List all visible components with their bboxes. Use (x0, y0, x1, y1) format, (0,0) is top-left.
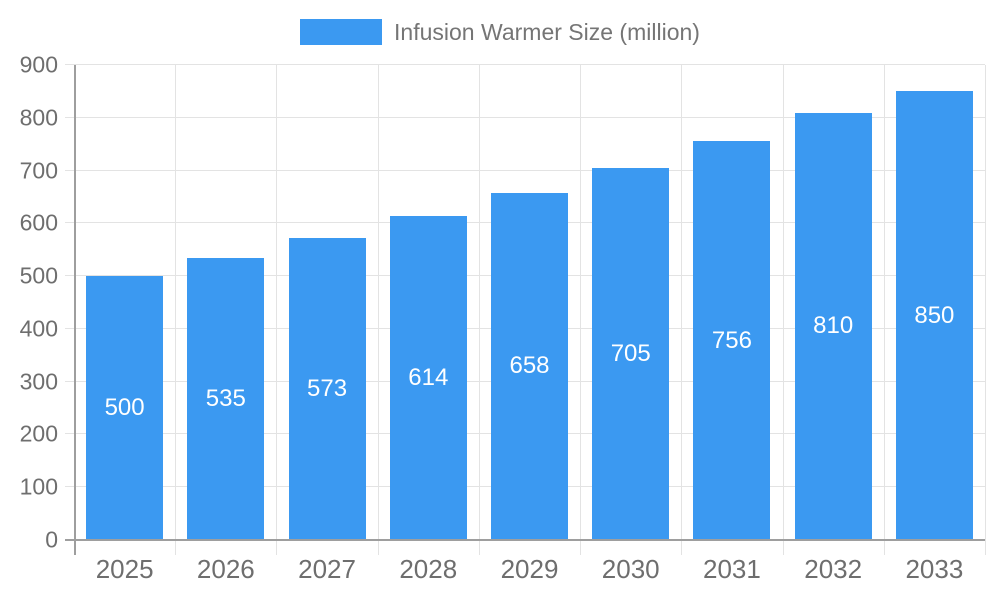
x-gridline (782, 65, 784, 555)
bar: 705 (592, 167, 670, 540)
x-gridline (276, 65, 278, 555)
y-tick-label: 800 (19, 104, 58, 131)
x-gridline (580, 65, 582, 555)
x-tick-label: 2029 (500, 554, 559, 584)
bar-value-label: 756 (711, 326, 752, 354)
bar-value-label: 810 (813, 312, 854, 340)
x-axis-line (65, 539, 985, 541)
bar-value-label: 850 (914, 301, 955, 329)
x-gridline (681, 65, 683, 555)
plot-area: 500 535 573 614 658 705 756 810 850 (65, 64, 986, 555)
y-tick-label: 500 (19, 262, 58, 289)
x-gridline (175, 65, 177, 555)
bar-value-label: 535 (205, 384, 246, 412)
bar: 658 (491, 192, 568, 540)
bar-value-label: 705 (610, 339, 651, 367)
x-tick-label: 2031 (703, 554, 761, 584)
legend-label: Infusion Warmer Size (million) (394, 19, 700, 45)
x-tick-label: 2027 (298, 554, 356, 584)
bar: 535 (187, 257, 265, 540)
y-tick-label: 300 (19, 368, 58, 395)
y-tick-label: 400 (19, 315, 58, 342)
bar-value-label: 658 (509, 352, 550, 380)
bar: 500 (86, 276, 164, 540)
y-axis-line (74, 65, 76, 555)
x-tick-label: 2028 (399, 554, 458, 584)
y-tick-label: 700 (19, 157, 58, 184)
y-tick-label: 600 (19, 209, 58, 236)
bar: 850 (895, 91, 973, 540)
legend-swatch (300, 19, 383, 45)
chart-legend: Infusion Warmer Size (million) (0, 18, 1000, 46)
bar-value-label: 614 (408, 363, 449, 391)
bar: 756 (693, 141, 771, 540)
x-tick-label: 2025 (95, 554, 154, 584)
bar-value-label: 500 (104, 394, 145, 422)
bar: 573 (288, 237, 366, 540)
y-tick-label: 0 (45, 526, 58, 553)
bar-value-label: 573 (307, 374, 348, 402)
y-tick-label: 100 (19, 473, 58, 500)
y-axis-tick-labels: 0 100 200 300 400 500 600 700 800 900 (0, 53, 58, 551)
y-gridline (65, 116, 985, 118)
y-gridline (65, 64, 985, 65)
x-gridline (377, 65, 379, 555)
bar: 614 (389, 215, 467, 540)
y-tick-label: 200 (19, 420, 58, 447)
x-tick-label: 2030 (601, 554, 660, 584)
x-gridline (883, 65, 885, 555)
x-tick-label: 2032 (804, 554, 863, 584)
y-tick-label: 900 (19, 51, 58, 78)
x-tick-label: 2033 (905, 554, 964, 584)
y-gridline (65, 169, 985, 171)
x-axis-tick-labels: 2025 2026 2027 2028 2029 2030 2031 2032 2033 (74, 554, 985, 586)
bar: 810 (794, 112, 872, 540)
x-tick-label: 2026 (196, 554, 255, 584)
x-gridline (478, 65, 480, 555)
x-gridline (985, 65, 986, 555)
